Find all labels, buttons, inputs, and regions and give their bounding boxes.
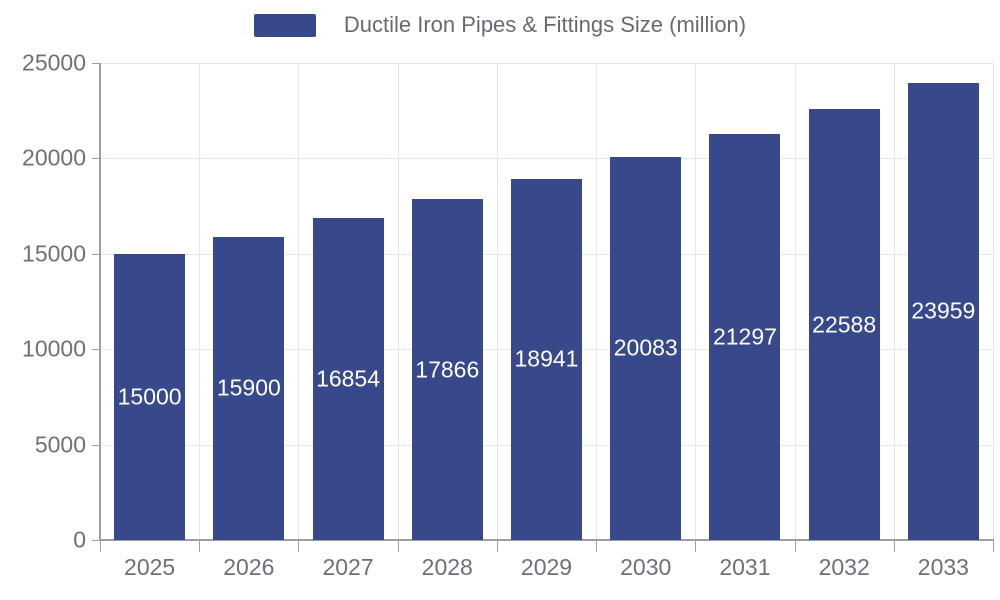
bar[interactable]: 18941: [511, 178, 582, 540]
gridline-vertical: [199, 63, 201, 540]
bar[interactable]: 17866: [411, 199, 483, 540]
bar-value-label: 18941: [514, 345, 579, 372]
x-axis-tick: [596, 541, 598, 552]
x-axis-tick: [794, 541, 796, 552]
x-tick-label: 2030: [620, 554, 672, 580]
y-tick-label: 5000: [34, 431, 86, 458]
x-axis-tick: [993, 541, 994, 552]
y-axis-tick: [92, 349, 99, 351]
gridline-vertical: [993, 63, 994, 540]
x-axis-tick: [199, 541, 201, 552]
bar[interactable]: 23959: [907, 82, 979, 540]
x-axis-tick: [298, 541, 300, 552]
gridline-vertical: [397, 63, 399, 540]
bar[interactable]: 20083: [610, 156, 682, 540]
legend[interactable]: Ductile Iron Pipes & Fittings Size (mill…: [0, 12, 1000, 38]
gridline-vertical: [596, 63, 598, 540]
y-axis-tick: [92, 444, 99, 446]
bar[interactable]: 15900: [213, 236, 285, 540]
legend-label: Ductile Iron Pipes & Fittings Size (mill…: [343, 12, 747, 37]
bar-value-label: 23959: [911, 297, 976, 324]
y-tick-label: 20000: [22, 144, 86, 171]
gridline-vertical: [893, 63, 895, 540]
y-axis-tick: [92, 63, 99, 64]
legend-swatch-icon: [253, 13, 316, 37]
y-axis-tick: [92, 253, 99, 255]
y-tick-label: 0: [73, 526, 86, 553]
y-tick-label: 10000: [22, 335, 86, 362]
x-axis-tick: [496, 541, 498, 552]
x-axis-tick: [397, 541, 399, 552]
bar-value-label: 15000: [117, 383, 182, 410]
x-axis-labels: 2025 2026 2027 2028 2029 2030 2031 2032 2033: [100, 540, 993, 600]
x-tick-label: 2033: [917, 554, 969, 580]
bar-value-label: 22588: [812, 311, 877, 338]
gridline-horizontal: [100, 63, 993, 64]
bar-value-label: 16854: [316, 365, 381, 392]
y-axis-labels: 0 5000 10000 15000 20000 25000: [0, 50, 100, 553]
bar[interactable]: 21297: [709, 133, 781, 540]
x-tick-label: 2032: [818, 554, 870, 580]
y-tick-label: 15000: [22, 240, 86, 267]
y-axis-tick: [92, 540, 99, 541]
y-tick-label: 25000: [22, 49, 86, 76]
bar[interactable]: 15000: [114, 253, 186, 540]
y-axis-line: [99, 63, 101, 540]
bar-value-label: 15900: [216, 374, 281, 401]
y-axis-tick: [92, 158, 99, 160]
x-tick-label: 2026: [223, 554, 275, 580]
gridline-vertical: [695, 63, 697, 540]
x-tick-label: 2025: [124, 554, 176, 580]
x-axis-tick: [100, 541, 101, 552]
bar-value-label: 20083: [613, 334, 678, 361]
gridline-horizontal: [100, 158, 993, 160]
x-axis-tick: [893, 541, 895, 552]
gridline-vertical: [794, 63, 796, 540]
bar[interactable]: 22588: [808, 109, 880, 540]
x-tick-label: 2029: [520, 554, 573, 580]
x-tick-label: 2031: [719, 554, 771, 580]
bar-value-label: 17866: [415, 356, 480, 383]
bar-value-label: 21297: [712, 323, 777, 350]
x-axis-tick: [695, 541, 697, 552]
plot-area: 15000 15900 16854 17866 18941 20083 21297 22588…: [92, 63, 994, 552]
x-tick-label: 2028: [421, 554, 473, 580]
gridline-vertical: [298, 63, 300, 540]
bar[interactable]: 16854: [312, 218, 384, 540]
x-axis-line: [99, 539, 994, 541]
x-tick-label: 2027: [322, 554, 374, 580]
gridline-vertical: [496, 63, 498, 540]
